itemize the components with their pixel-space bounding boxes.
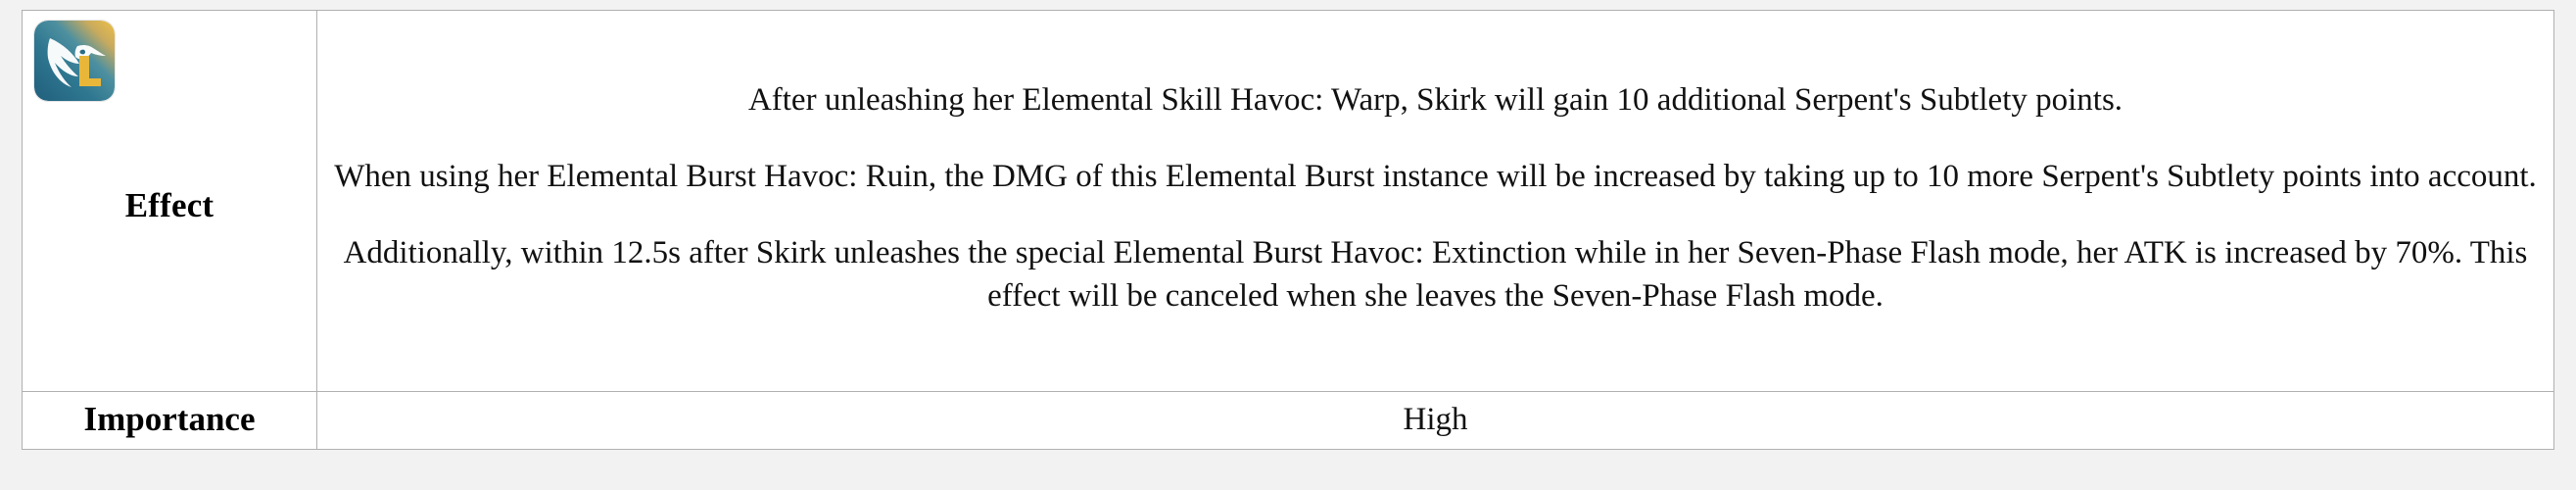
effect-paragraph-1: After unleashing her Elemental Skill Hav… xyxy=(747,82,2123,119)
effect-content-cell: After unleashing her Elemental Skill Hav… xyxy=(316,10,2554,392)
effect-paragraph-3: Additionally, within 12.5s after Skirk u… xyxy=(343,235,2528,314)
hummingbird-logo-icon xyxy=(34,21,115,101)
importance-value-cell: High xyxy=(316,391,2554,450)
effect-label-cell: Effect xyxy=(22,10,317,392)
importance-label-text: Importance xyxy=(83,400,256,438)
table-row-importance: Importance High xyxy=(22,391,2554,450)
effect-table-body: Effect After unleashing her Elemental Sk… xyxy=(22,10,2554,450)
effect-paragraph-2: When using her Elemental Burst Havoc: Ru… xyxy=(334,159,2537,195)
effect-label-inner: Effect xyxy=(23,11,316,391)
table-row-effect: Effect After unleashing her Elemental Sk… xyxy=(22,10,2554,392)
effect-label-text: Effect xyxy=(124,186,215,224)
effect-table: Effect After unleashing her Elemental Sk… xyxy=(22,10,2554,450)
importance-label-cell: Importance xyxy=(22,391,317,450)
